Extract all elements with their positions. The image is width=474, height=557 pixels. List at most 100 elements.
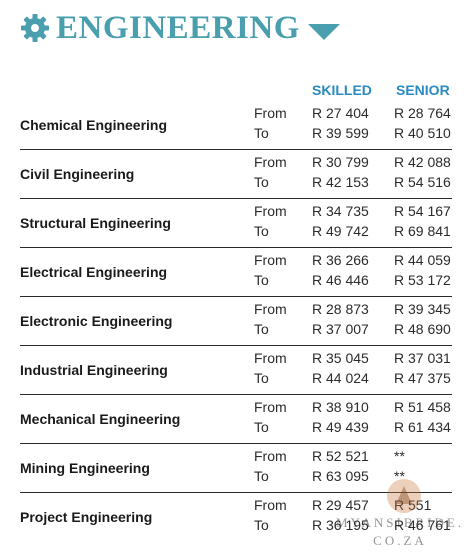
table-row: Civil Engineering From R 30 799 R 42 088… bbox=[20, 150, 452, 199]
senior-from-value: R 42 088 bbox=[394, 154, 451, 170]
to-label: To bbox=[254, 517, 269, 533]
table-row: Industrial Engineering From R 35 045 R 3… bbox=[20, 346, 452, 395]
senior-from-value: R 51 458 bbox=[394, 399, 451, 415]
page-title: ENGINEERING bbox=[56, 9, 300, 46]
watermark-line2: CO.ZA bbox=[373, 533, 427, 548]
to-line: To R 46 446 R 53 172 bbox=[20, 272, 452, 292]
senior-from-value: R 37 031 bbox=[394, 350, 451, 366]
table-row: Mining Engineering From R 52 521 ** To R… bbox=[20, 444, 452, 493]
skilled-from-value: R 35 045 bbox=[312, 350, 369, 366]
from-line: From R 36 266 R 44 059 bbox=[20, 252, 452, 272]
column-header-skilled: SKILLED bbox=[312, 82, 372, 98]
senior-from-value: R 39 345 bbox=[394, 301, 451, 317]
senior-to-value: R 47 375 bbox=[394, 370, 451, 386]
column-header-senior: SENIOR bbox=[396, 82, 450, 98]
senior-to-value: R 46 761 bbox=[394, 517, 451, 533]
to-label: To bbox=[254, 321, 269, 337]
senior-from-value: R 28 764 bbox=[394, 105, 451, 121]
from-line: From R 52 521 ** bbox=[20, 448, 452, 468]
to-label: To bbox=[254, 272, 269, 288]
to-label: To bbox=[254, 419, 269, 435]
discipline-name: Mining Engineering bbox=[20, 460, 150, 476]
to-line: To R 36 195 R 46 761 bbox=[20, 517, 452, 537]
to-line: To R 37 007 R 48 690 bbox=[20, 321, 452, 341]
skilled-to-value: R 37 007 bbox=[312, 321, 369, 337]
to-line: To R 39 599 R 40 510 bbox=[20, 125, 452, 145]
from-line: From R 28 873 R 39 345 bbox=[20, 301, 452, 321]
to-label: To bbox=[254, 468, 269, 484]
skilled-from-value: R 27 404 bbox=[312, 105, 369, 121]
skilled-to-value: R 39 599 bbox=[312, 125, 369, 141]
to-label: To bbox=[254, 125, 269, 141]
watermark: MYANSIBRIDE. CO.ZA bbox=[336, 514, 464, 550]
skilled-from-value: R 36 266 bbox=[312, 252, 369, 268]
skilled-to-value: R 63 095 bbox=[312, 468, 369, 484]
discipline-name: Civil Engineering bbox=[20, 166, 135, 182]
table-row: Project Engineering From R 29 457 R 551 … bbox=[20, 493, 452, 541]
to-line: To R 42 153 R 54 516 bbox=[20, 174, 452, 194]
discipline-name: Electrical Engineering bbox=[20, 264, 168, 280]
skilled-from-value: R 38 910 bbox=[312, 399, 369, 415]
table-row: Mechanical Engineering From R 38 910 R 5… bbox=[20, 395, 452, 444]
page-header: ENGINEERING bbox=[20, 8, 340, 48]
senior-from-value: R 44 059 bbox=[394, 252, 451, 268]
senior-to-value: R 54 516 bbox=[394, 174, 451, 190]
discipline-name: Structural Engineering bbox=[20, 215, 171, 231]
from-line: From R 29 457 R 551 bbox=[20, 497, 452, 517]
from-label: From bbox=[254, 350, 287, 366]
from-label: From bbox=[254, 497, 287, 513]
gear-icon bbox=[21, 14, 49, 42]
table-row: Chemical Engineering From R 27 404 R 28 … bbox=[20, 101, 452, 150]
skilled-to-value: R 42 153 bbox=[312, 174, 369, 190]
skilled-to-value: R 49 742 bbox=[312, 223, 369, 239]
to-line: To R 63 095 ** bbox=[20, 468, 452, 488]
to-line: To R 44 024 R 47 375 bbox=[20, 370, 452, 390]
to-line: To R 49 439 R 61 434 bbox=[20, 419, 452, 439]
senior-to-value: R 53 172 bbox=[394, 272, 451, 288]
from-line: From R 38 910 R 51 458 bbox=[20, 399, 452, 419]
skilled-from-value: R 52 521 bbox=[312, 448, 369, 464]
from-label: From bbox=[254, 252, 287, 268]
from-label: From bbox=[254, 448, 287, 464]
table-row: Structural Engineering From R 34 735 R 5… bbox=[20, 199, 452, 248]
salary-table: Chemical Engineering From R 27 404 R 28 … bbox=[20, 101, 452, 541]
from-line: From R 30 799 R 42 088 bbox=[20, 154, 452, 174]
discipline-name: Industrial Engineering bbox=[20, 362, 168, 378]
from-label: From bbox=[254, 301, 287, 317]
to-label: To bbox=[254, 370, 269, 386]
skilled-to-value: R 44 024 bbox=[312, 370, 369, 386]
skilled-from-value: R 28 873 bbox=[312, 301, 369, 317]
senior-from-value: R 54 167 bbox=[394, 203, 451, 219]
caret-down-icon[interactable] bbox=[307, 22, 340, 42]
table-row: Electrical Engineering From R 36 266 R 4… bbox=[20, 248, 452, 297]
from-label: From bbox=[254, 203, 287, 219]
to-label: To bbox=[254, 223, 269, 239]
from-line: From R 34 735 R 54 167 bbox=[20, 203, 452, 223]
discipline-name: Mechanical Engineering bbox=[20, 411, 181, 427]
from-label: From bbox=[254, 154, 287, 170]
senior-to-value: R 69 841 bbox=[394, 223, 451, 239]
table-row: Electronic Engineering From R 28 873 R 3… bbox=[20, 297, 452, 346]
discipline-name: Electronic Engineering bbox=[20, 313, 173, 329]
skilled-from-value: R 34 735 bbox=[312, 203, 369, 219]
watermark-logo bbox=[387, 479, 421, 513]
to-label: To bbox=[254, 174, 269, 190]
from-label: From bbox=[254, 105, 287, 121]
from-line: From R 27 404 R 28 764 bbox=[20, 105, 452, 125]
skilled-from-value: R 30 799 bbox=[312, 154, 369, 170]
from-label: From bbox=[254, 399, 287, 415]
skilled-from-value: R 29 457 bbox=[312, 497, 369, 513]
discipline-name: Project Engineering bbox=[20, 509, 153, 525]
senior-from-value: R 551 bbox=[394, 497, 432, 513]
senior-to-value: ** bbox=[394, 468, 405, 484]
skilled-to-value: R 36 195 bbox=[312, 517, 369, 533]
senior-from-value: ** bbox=[394, 448, 405, 464]
senior-to-value: R 61 434 bbox=[394, 419, 451, 435]
senior-to-value: R 48 690 bbox=[394, 321, 451, 337]
from-line: From R 35 045 R 37 031 bbox=[20, 350, 452, 370]
to-line: To R 49 742 R 69 841 bbox=[20, 223, 452, 243]
skilled-to-value: R 46 446 bbox=[312, 272, 369, 288]
skilled-to-value: R 49 439 bbox=[312, 419, 369, 435]
discipline-name: Chemical Engineering bbox=[20, 117, 168, 133]
watermark-line1: MYANSIBRIDE. bbox=[336, 515, 465, 530]
